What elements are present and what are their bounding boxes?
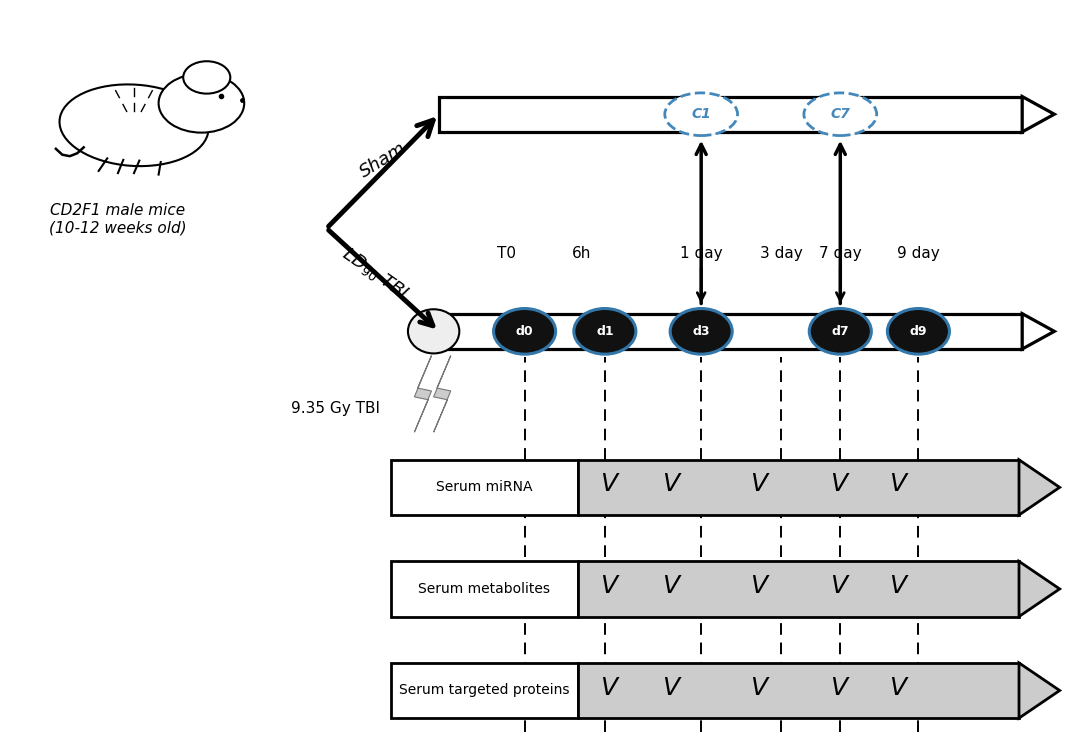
Circle shape: [158, 74, 245, 133]
Text: 9 day: 9 day: [897, 246, 940, 261]
Text: 6h: 6h: [571, 246, 591, 261]
Text: Sham: Sham: [357, 140, 410, 182]
Polygon shape: [414, 356, 431, 432]
Bar: [391, 561, 578, 617]
Text: $\mathit{V}$: $\mathit{V}$: [889, 676, 910, 699]
Text: d3: d3: [692, 325, 710, 338]
Bar: [578, 460, 1019, 515]
Text: d1: d1: [596, 325, 614, 338]
Text: $\mathit{V}$: $\mathit{V}$: [889, 574, 910, 598]
Bar: [578, 561, 1019, 617]
Text: $\mathit{V}$: $\mathit{V}$: [662, 472, 682, 496]
Text: $\mathit{V}$: $\mathit{V}$: [750, 574, 770, 598]
Text: C7: C7: [830, 107, 851, 121]
Text: T0: T0: [497, 246, 515, 261]
Text: 1 day: 1 day: [680, 246, 723, 261]
Text: $\mathit{V}$: $\mathit{V}$: [600, 574, 620, 598]
Text: 3 day: 3 day: [760, 246, 803, 261]
Text: d0: d0: [515, 325, 533, 338]
Ellipse shape: [888, 309, 949, 354]
Ellipse shape: [408, 309, 460, 354]
Text: $\mathit{V}$: $\mathit{V}$: [830, 472, 851, 496]
Text: $\mathit{V}$: $\mathit{V}$: [750, 676, 770, 699]
Text: Serum miRNA: Serum miRNA: [436, 481, 533, 494]
Text: $\mathit{V}$: $\mathit{V}$: [889, 472, 910, 496]
Polygon shape: [1019, 460, 1059, 515]
Ellipse shape: [665, 93, 737, 136]
Circle shape: [183, 62, 230, 94]
Text: d9: d9: [910, 325, 927, 338]
Text: CD2F1 male mice: CD2F1 male mice: [50, 203, 186, 218]
Text: C1: C1: [691, 107, 711, 121]
Text: (10-12 weeks old): (10-12 weeks old): [49, 221, 187, 236]
Polygon shape: [1019, 561, 1059, 617]
Text: $\mathit{V}$: $\mathit{V}$: [830, 676, 851, 699]
Ellipse shape: [494, 309, 556, 354]
Polygon shape: [1022, 97, 1054, 132]
Text: Serum metabolites: Serum metabolites: [418, 582, 550, 596]
Polygon shape: [1022, 314, 1054, 349]
Ellipse shape: [809, 309, 871, 354]
Text: $\mathit{V}$: $\mathit{V}$: [830, 574, 851, 598]
Text: $\mathit{V}$: $\mathit{V}$: [662, 676, 682, 699]
Ellipse shape: [59, 84, 209, 166]
Ellipse shape: [573, 309, 636, 354]
Bar: [578, 663, 1019, 718]
Text: 9.35 Gy TBI: 9.35 Gy TBI: [290, 401, 380, 416]
Polygon shape: [1019, 663, 1059, 718]
Ellipse shape: [670, 309, 733, 354]
Polygon shape: [434, 356, 451, 432]
Text: $\mathit{V}$: $\mathit{V}$: [600, 472, 620, 496]
Bar: [391, 460, 578, 515]
Text: 7 day: 7 day: [819, 246, 862, 261]
Ellipse shape: [804, 93, 877, 136]
Text: $\mathit{V}$: $\mathit{V}$: [600, 676, 620, 699]
Text: LD$_{90}$ TBI: LD$_{90}$ TBI: [337, 244, 412, 304]
Bar: [391, 663, 578, 718]
Bar: [439, 314, 1022, 349]
Text: d7: d7: [831, 325, 850, 338]
Bar: [439, 97, 1022, 132]
Text: Serum targeted proteins: Serum targeted proteins: [400, 683, 570, 698]
Text: $\mathit{V}$: $\mathit{V}$: [750, 472, 770, 496]
Text: $\mathit{V}$: $\mathit{V}$: [662, 574, 682, 598]
